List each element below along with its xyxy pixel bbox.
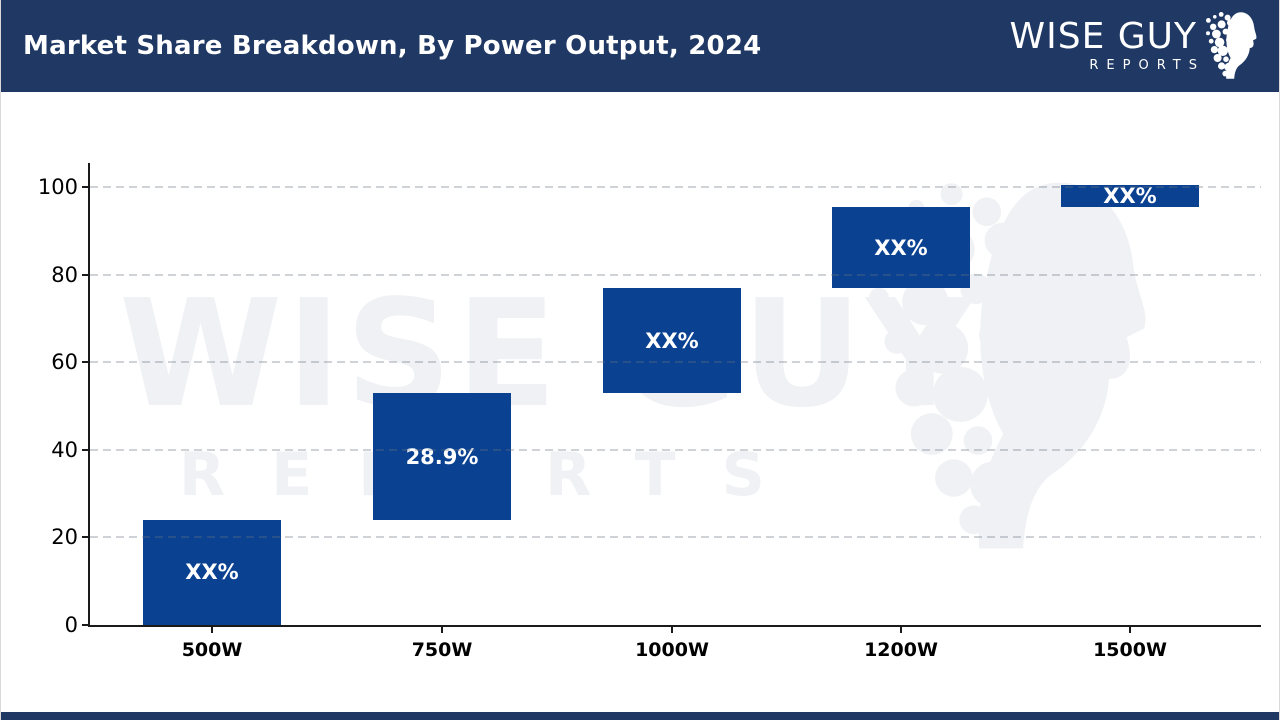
y-tick-mark [82, 273, 88, 276]
bar: XX% [1061, 183, 1199, 208]
y-tick-mark [82, 536, 88, 539]
bar: XX% [832, 207, 970, 289]
bar: XX% [603, 288, 741, 394]
brand-logo-text: WISE GUY REPORTS [1009, 16, 1198, 74]
x-tick-label: 1200W [864, 639, 938, 661]
bar-value-label: XX% [874, 235, 928, 260]
y-tick-label: 20 [51, 525, 78, 550]
bar: XX% [143, 519, 281, 625]
x-tick-label: 750W [411, 639, 473, 661]
header-bar: Market Share Breakdown, By Power Output,… [1, 0, 1279, 92]
x-tick-mark [211, 627, 213, 633]
brand-subname: REPORTS [1089, 58, 1205, 73]
gridline [90, 273, 1261, 276]
bar-value-label: XX% [645, 328, 699, 353]
watermark-face-icon [869, 182, 1146, 549]
footer-bar [1, 712, 1279, 720]
x-tick-mark [900, 627, 902, 633]
y-tick-mark [82, 624, 88, 626]
x-tick-mark [1129, 627, 1131, 633]
x-tick-mark [441, 627, 443, 633]
y-tick-mark [82, 448, 88, 451]
x-tick-label: 500W [181, 639, 243, 661]
y-tick-label: 60 [51, 350, 78, 375]
y-tick-label: 40 [51, 437, 78, 462]
gridline [90, 448, 1261, 451]
watermark-text: WISE GUY [119, 268, 978, 440]
x-axis-line [88, 625, 1261, 627]
bar: 28.9% [373, 393, 511, 520]
y-axis-line [88, 163, 90, 627]
x-tick-mark [671, 627, 673, 633]
gridline [90, 536, 1261, 539]
x-tick-label: 1500W [1093, 639, 1167, 661]
brand-face-icon [1206, 12, 1257, 79]
y-tick-mark [82, 186, 88, 188]
y-tick-mark [82, 361, 88, 364]
bar-value-label: 28.9% [405, 444, 479, 469]
bar-value-label: XX% [1103, 183, 1157, 208]
brand-name: WISE GUY [1009, 16, 1197, 57]
x-tick-label: 1000W [635, 639, 709, 661]
y-tick-label: 80 [51, 262, 78, 287]
brand-logo: WISE GUY REPORTS [1010, 10, 1264, 82]
y-tick-label: 0 [64, 613, 78, 637]
gridline [90, 186, 1261, 188]
page-title: Market Share Breakdown, By Power Output,… [23, 31, 762, 61]
gridline [90, 361, 1261, 364]
bar-value-label: XX% [185, 560, 239, 585]
y-tick-label: 100 [37, 175, 78, 199]
